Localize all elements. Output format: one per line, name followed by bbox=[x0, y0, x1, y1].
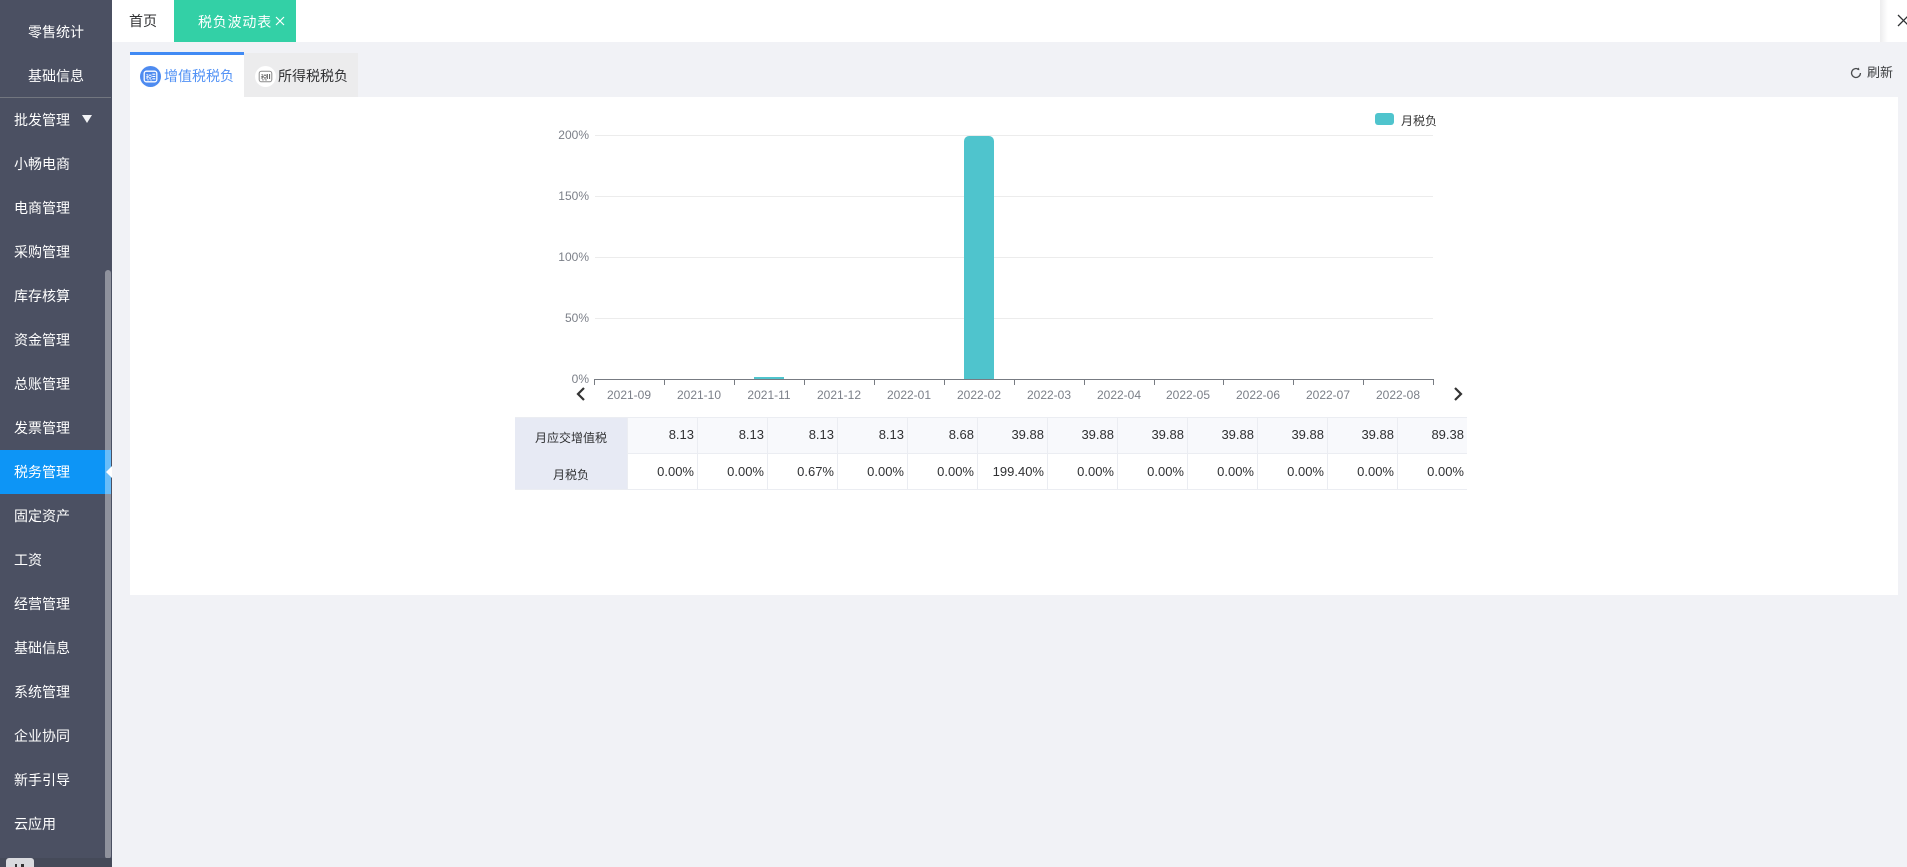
svg-text:税: 税 bbox=[146, 73, 153, 82]
svg-text:税: 税 bbox=[261, 73, 268, 82]
